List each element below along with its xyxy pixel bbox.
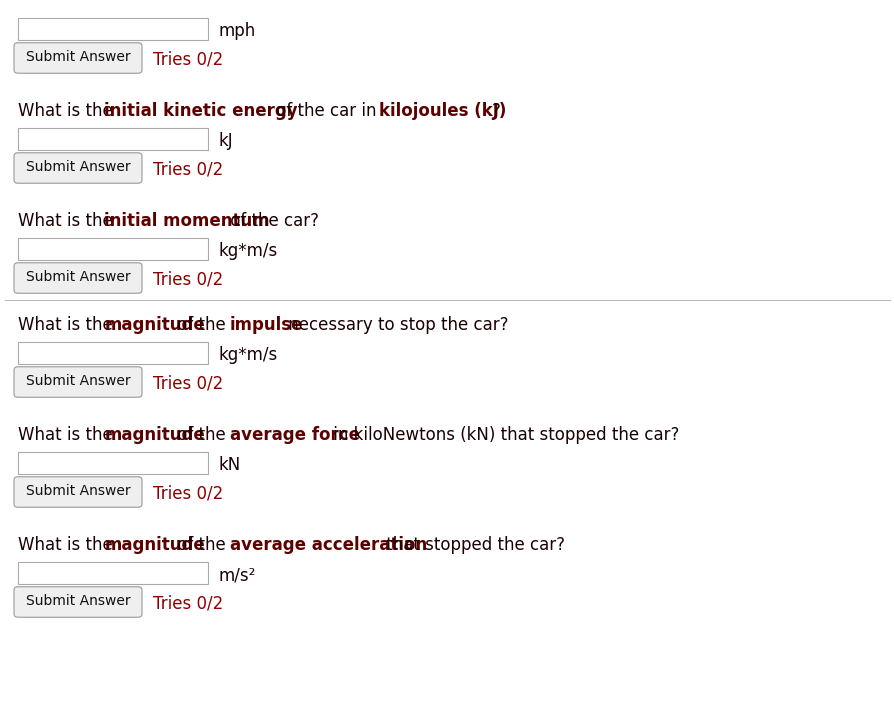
Text: ?: ? bbox=[492, 102, 501, 120]
Text: that stopped the car?: that stopped the car? bbox=[381, 536, 565, 554]
Text: of the: of the bbox=[173, 536, 232, 554]
Text: What is the: What is the bbox=[18, 536, 118, 554]
Text: magnitude: magnitude bbox=[105, 316, 205, 334]
Text: kJ: kJ bbox=[218, 132, 232, 150]
Text: of the: of the bbox=[173, 316, 232, 334]
Text: in kiloNewtons (kN) that stopped the car?: in kiloNewtons (kN) that stopped the car… bbox=[328, 426, 679, 444]
Text: kg*m/s: kg*m/s bbox=[218, 346, 277, 364]
Text: Submit Answer: Submit Answer bbox=[26, 484, 131, 498]
Text: Submit Answer: Submit Answer bbox=[26, 160, 131, 174]
Text: impulse: impulse bbox=[230, 316, 303, 334]
FancyBboxPatch shape bbox=[14, 367, 142, 397]
FancyBboxPatch shape bbox=[18, 562, 207, 584]
Text: Submit Answer: Submit Answer bbox=[26, 594, 131, 608]
Text: magnitude: magnitude bbox=[105, 426, 205, 444]
Text: average acceleration: average acceleration bbox=[230, 536, 426, 554]
Text: What is the: What is the bbox=[18, 316, 118, 334]
Text: mph: mph bbox=[218, 22, 255, 40]
FancyBboxPatch shape bbox=[18, 452, 207, 474]
Text: average force: average force bbox=[230, 426, 359, 444]
Text: initial kinetic energy: initial kinetic energy bbox=[105, 102, 298, 120]
FancyBboxPatch shape bbox=[18, 128, 207, 150]
Text: Submit Answer: Submit Answer bbox=[26, 270, 131, 284]
Text: Submit Answer: Submit Answer bbox=[26, 50, 131, 64]
Text: Submit Answer: Submit Answer bbox=[26, 374, 131, 388]
Text: What is the: What is the bbox=[18, 212, 118, 230]
FancyBboxPatch shape bbox=[14, 262, 142, 293]
Text: of the: of the bbox=[173, 426, 232, 444]
Text: kg*m/s: kg*m/s bbox=[218, 242, 277, 260]
Text: What is the: What is the bbox=[18, 426, 118, 444]
Text: of the car?: of the car? bbox=[225, 212, 319, 230]
FancyBboxPatch shape bbox=[18, 18, 207, 40]
FancyBboxPatch shape bbox=[14, 43, 142, 74]
Text: What is the: What is the bbox=[18, 102, 118, 120]
Text: necessary to stop the car?: necessary to stop the car? bbox=[283, 316, 508, 334]
FancyBboxPatch shape bbox=[14, 153, 142, 183]
Text: Tries 0/2: Tries 0/2 bbox=[153, 374, 223, 392]
FancyBboxPatch shape bbox=[14, 587, 142, 617]
FancyBboxPatch shape bbox=[18, 342, 207, 364]
Text: kilojoules (kJ): kilojoules (kJ) bbox=[378, 102, 505, 120]
Text: initial momentum: initial momentum bbox=[105, 212, 270, 230]
FancyBboxPatch shape bbox=[14, 477, 142, 507]
FancyBboxPatch shape bbox=[18, 238, 207, 260]
Text: Tries 0/2: Tries 0/2 bbox=[153, 160, 223, 178]
Text: Tries 0/2: Tries 0/2 bbox=[153, 50, 223, 68]
Text: Tries 0/2: Tries 0/2 bbox=[153, 270, 223, 288]
Text: of the car in: of the car in bbox=[270, 102, 381, 120]
Text: Tries 0/2: Tries 0/2 bbox=[153, 594, 223, 612]
Text: Tries 0/2: Tries 0/2 bbox=[153, 484, 223, 502]
Text: magnitude: magnitude bbox=[105, 536, 205, 554]
Text: m/s²: m/s² bbox=[218, 566, 255, 584]
Text: kN: kN bbox=[218, 456, 240, 474]
